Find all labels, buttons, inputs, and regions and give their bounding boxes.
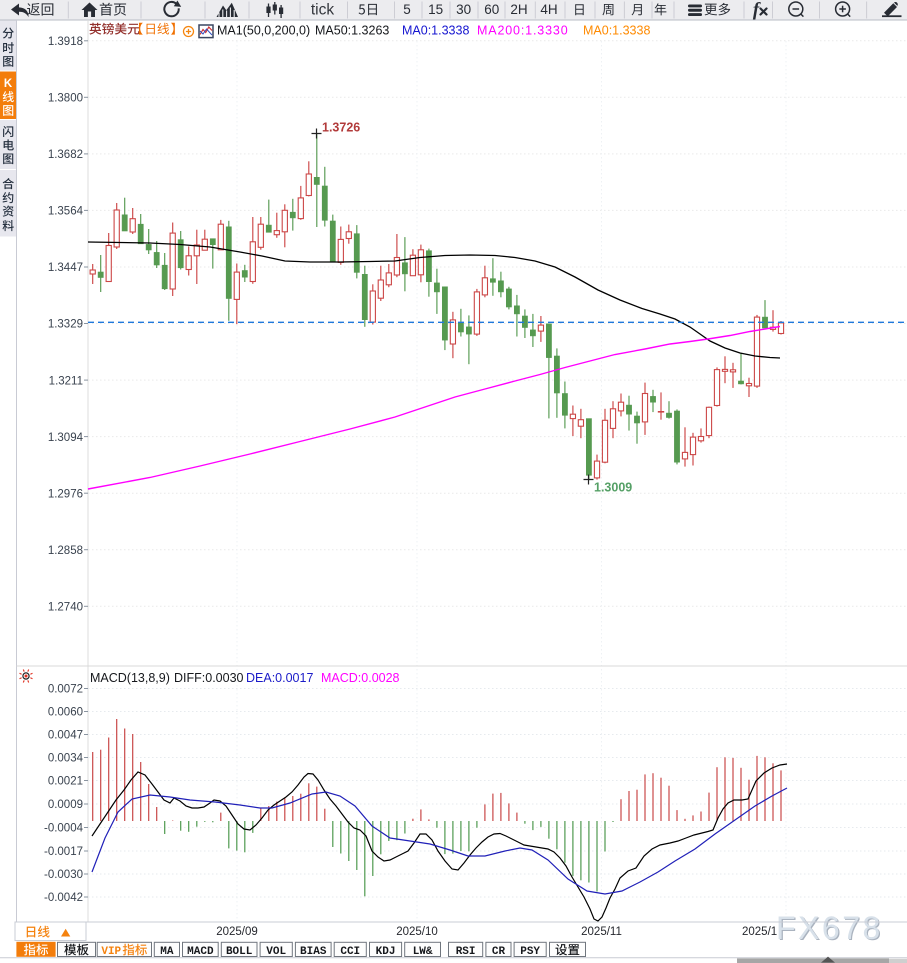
svg-text:1.3009: 1.3009: [594, 481, 632, 495]
svg-text:2025/10: 2025/10: [396, 926, 438, 938]
svg-text:tick: tick: [311, 2, 335, 19]
svg-text:0.0021: 0.0021: [48, 776, 83, 788]
svg-text:0.0034: 0.0034: [48, 753, 84, 765]
svg-text:-0.0004: -0.0004: [44, 823, 84, 835]
svg-text:4H: 4H: [540, 2, 557, 17]
svg-text:-0.0030: -0.0030: [44, 869, 83, 881]
svg-text:1.3918: 1.3918: [48, 36, 83, 48]
svg-text:2025/11: 2025/11: [581, 926, 622, 938]
svg-text:1.3800: 1.3800: [48, 93, 83, 105]
svg-text:DIFF:0.0030: DIFF:0.0030: [174, 671, 244, 685]
svg-text:PSY: PSY: [520, 946, 540, 958]
svg-text:15: 15: [428, 2, 443, 17]
svg-text:0.0009: 0.0009: [48, 799, 83, 811]
svg-text:RSI: RSI: [456, 946, 476, 958]
svg-text:1.3094: 1.3094: [48, 432, 84, 444]
svg-text:BIAS: BIAS: [300, 946, 327, 958]
svg-text:VOL: VOL: [266, 946, 286, 958]
svg-text:MA50:1.3263: MA50:1.3263: [315, 24, 389, 38]
svg-text:MA0:1.3338: MA0:1.3338: [583, 24, 650, 38]
svg-text:2H: 2H: [510, 2, 527, 17]
svg-text:KDJ: KDJ: [376, 946, 396, 958]
svg-text:MA: MA: [160, 946, 174, 958]
svg-text:1.3211: 1.3211: [49, 375, 83, 387]
svg-text:CCI: CCI: [340, 946, 360, 958]
svg-text:-0.0042: -0.0042: [44, 892, 83, 904]
svg-text:MA0:1.3338: MA0:1.3338: [402, 24, 469, 38]
svg-text:60: 60: [484, 2, 499, 17]
svg-text:MACD:0.0028: MACD:0.0028: [321, 671, 400, 685]
svg-text:DEA:0.0017: DEA:0.0017: [246, 671, 313, 685]
svg-text:1.3682: 1.3682: [48, 149, 83, 161]
svg-text:K: K: [4, 78, 13, 90]
svg-text:-0.0017: -0.0017: [44, 846, 83, 858]
svg-text:MACD(13,8,9): MACD(13,8,9): [90, 671, 170, 685]
svg-text:MA200:1.3330: MA200:1.3330: [477, 24, 569, 38]
svg-text:f: f: [753, 0, 761, 21]
svg-text:1.2858: 1.2858: [48, 545, 83, 557]
svg-text:1.3447: 1.3447: [48, 262, 83, 274]
svg-text:1.2740: 1.2740: [48, 602, 83, 614]
svg-text:MACD: MACD: [187, 946, 214, 958]
svg-text:0.0072: 0.0072: [48, 684, 83, 696]
svg-text:BOLL: BOLL: [226, 946, 253, 958]
svg-text:1.3726: 1.3726: [322, 121, 360, 135]
svg-text:2025/1: 2025/1: [742, 926, 777, 938]
svg-text:0.0060: 0.0060: [48, 707, 83, 719]
svg-text:5: 5: [403, 2, 411, 17]
svg-text:0.0047: 0.0047: [48, 730, 83, 742]
svg-text:FX678: FX678: [776, 910, 883, 946]
svg-text:2025/09: 2025/09: [216, 926, 258, 938]
svg-text:CR: CR: [492, 946, 506, 958]
svg-text:30: 30: [456, 2, 471, 17]
svg-text:LW&: LW&: [413, 946, 433, 958]
svg-text:1.2976: 1.2976: [48, 488, 83, 500]
svg-text:MA1(50,0,200,0): MA1(50,0,200,0): [217, 24, 310, 38]
svg-text:VIP: VIP: [101, 946, 121, 958]
svg-text:1.3564: 1.3564: [48, 206, 84, 218]
svg-text:1.3329: 1.3329: [48, 319, 83, 331]
